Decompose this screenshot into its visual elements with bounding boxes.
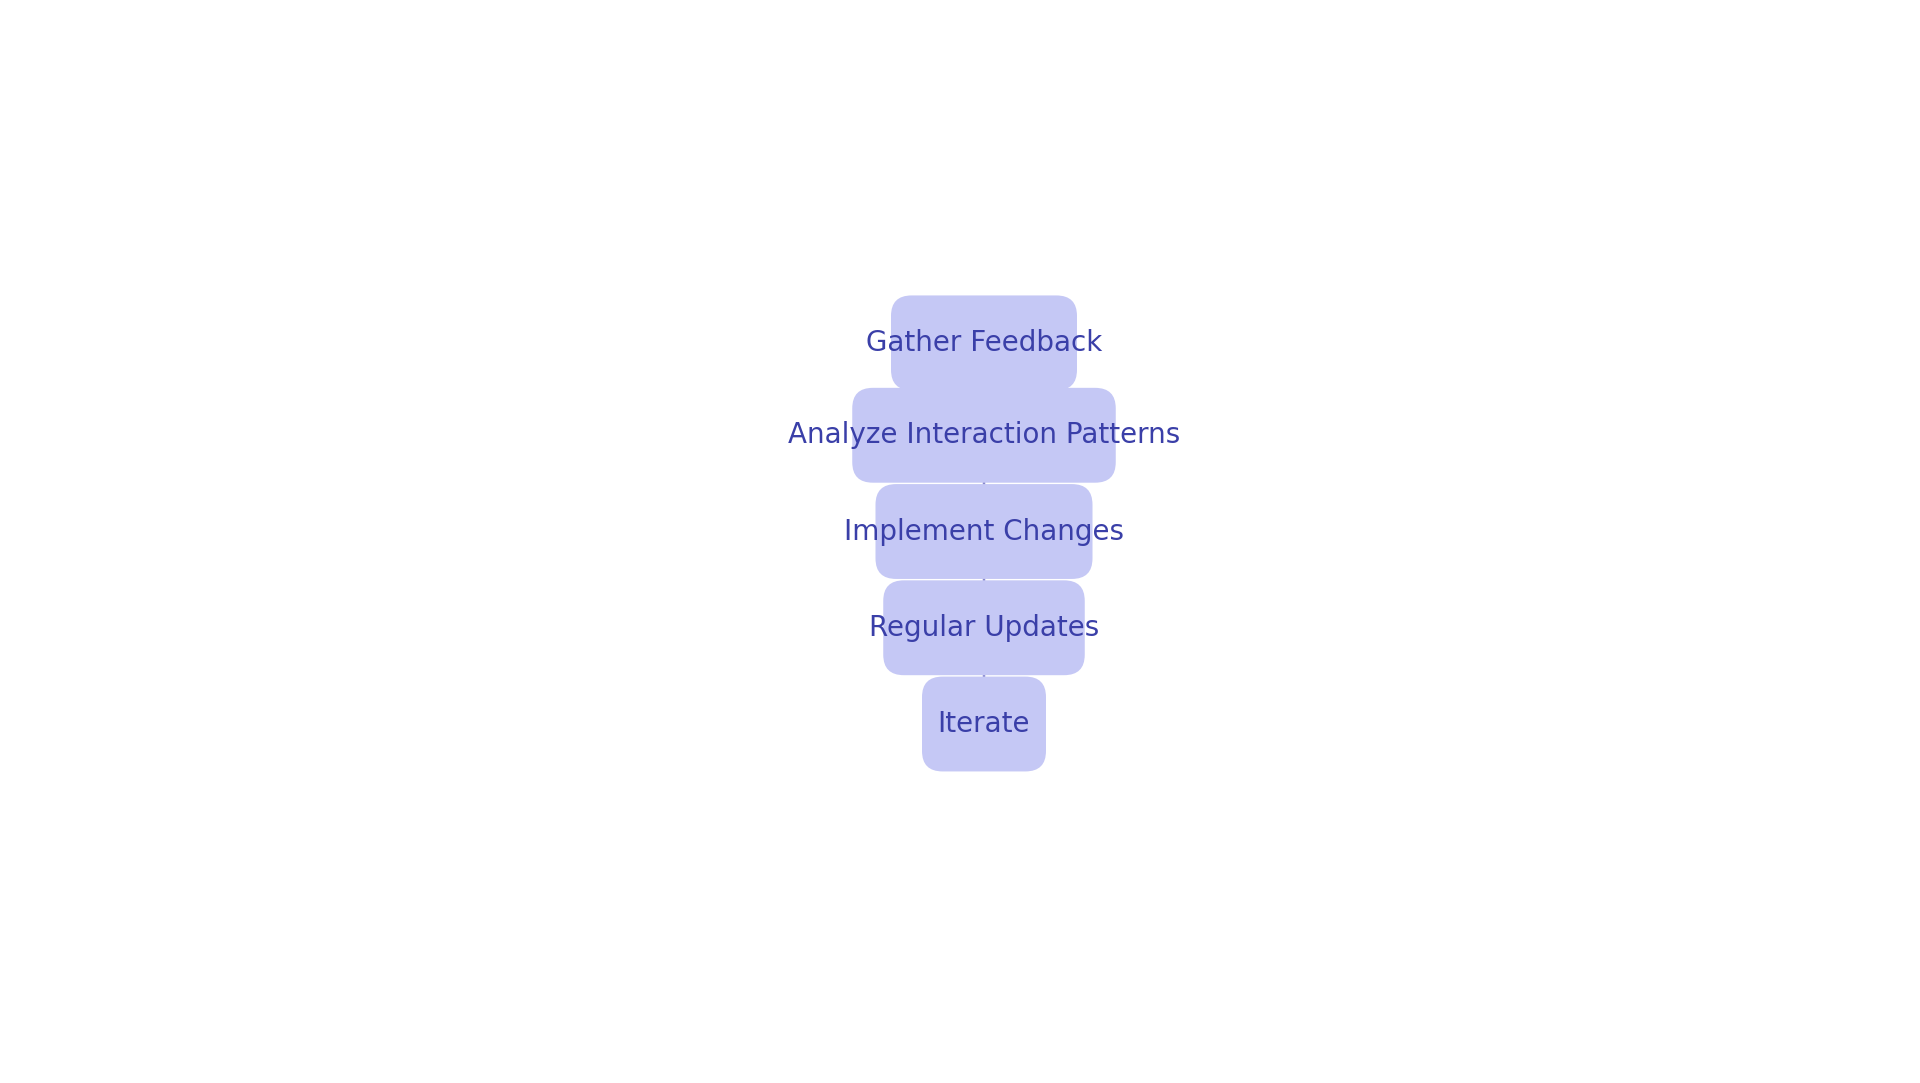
Text: Implement Changes: Implement Changes [845,518,1123,546]
FancyBboxPatch shape [922,677,1046,771]
Text: Regular Updates: Regular Updates [870,614,1098,642]
Text: Iterate: Iterate [937,710,1031,738]
FancyBboxPatch shape [891,296,1077,390]
FancyBboxPatch shape [883,580,1085,675]
Text: Gather Feedback: Gather Feedback [866,329,1102,357]
FancyBboxPatch shape [852,388,1116,483]
Text: Analyze Interaction Patterns: Analyze Interaction Patterns [787,421,1181,449]
FancyBboxPatch shape [876,484,1092,579]
